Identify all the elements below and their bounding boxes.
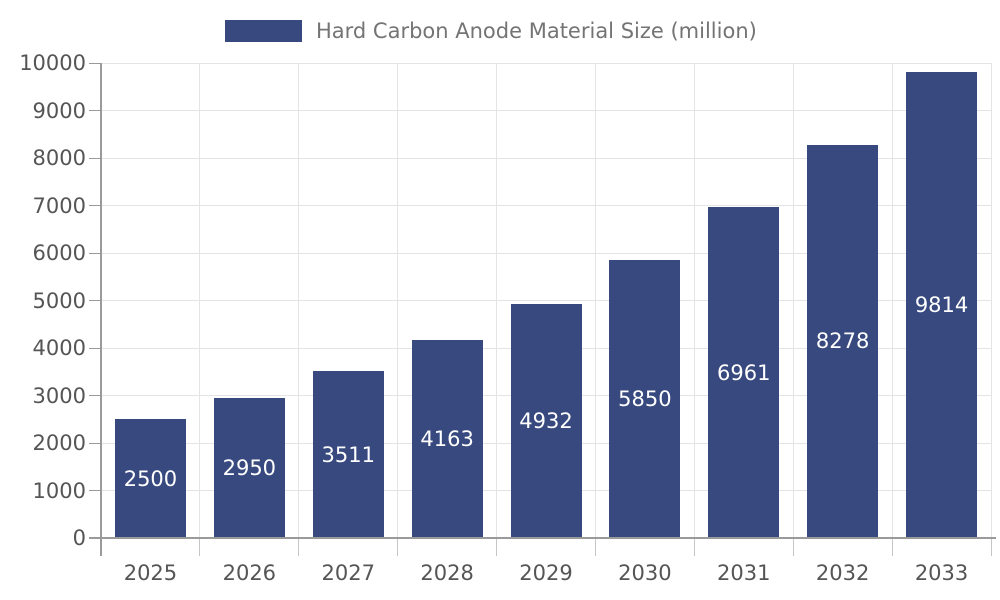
x-axis-label: 2030 — [618, 561, 672, 585]
bar-value-label: 6961 — [717, 360, 771, 385]
y-axis-label: 9000 — [32, 98, 86, 123]
bar-value-label: 4163 — [420, 427, 474, 452]
bar-value-label: 2500 — [123, 466, 178, 491]
x-axis-tick — [397, 538, 399, 556]
vertical-gridline — [891, 63, 893, 538]
horizontal-gridline — [101, 205, 991, 206]
y-axis-tick — [89, 157, 101, 159]
horizontal-gridline — [101, 110, 991, 111]
x-axis-label: 2025 — [123, 561, 178, 585]
y-axis-tick — [89, 490, 101, 491]
horizontal-gridline — [101, 62, 991, 64]
legend-swatch-icon — [225, 20, 302, 42]
y-axis-tick — [89, 442, 101, 444]
vertical-gridline — [496, 63, 498, 538]
x-axis-label: 2027 — [321, 561, 375, 585]
y-axis-label: 10000 — [19, 51, 86, 75]
y-axis-label: 4000 — [32, 336, 86, 360]
horizontal-gridline — [101, 252, 991, 254]
x-axis-tick — [792, 538, 794, 556]
y-axis-label: 3000 — [32, 383, 86, 408]
y-axis-tick — [89, 252, 101, 254]
bar-value-label: 9814 — [914, 292, 969, 317]
vertical-gridline — [298, 63, 300, 538]
x-axis-tick — [990, 538, 992, 556]
y-axis-label: 5000 — [32, 288, 86, 313]
bar-value-label: 5850 — [618, 387, 672, 412]
vertical-gridline — [199, 63, 201, 538]
y-axis-label: 0 — [72, 526, 86, 550]
x-axis-label: 2029 — [519, 561, 573, 585]
bar-2027 — [312, 371, 384, 538]
x-axis-line — [89, 537, 996, 539]
y-axis-label: 1000 — [32, 478, 86, 503]
x-axis-label: 2026 — [222, 561, 277, 585]
bar-2025 — [114, 419, 186, 538]
bar-2031 — [708, 207, 780, 538]
y-axis-tick — [89, 395, 101, 396]
x-axis-tick — [891, 538, 893, 556]
y-axis-tick — [89, 62, 101, 64]
x-axis-tick — [496, 538, 498, 556]
legend[interactable]: Hard Carbon Anode Material Size (million… — [225, 17, 757, 45]
y-axis-label: 7000 — [32, 193, 86, 218]
bar-value-label: 8278 — [815, 329, 870, 354]
vertical-gridline — [990, 63, 992, 538]
bar-2032 — [807, 144, 879, 538]
bar-2029 — [510, 303, 582, 538]
vertical-gridline — [792, 63, 794, 538]
vertical-gridline — [693, 63, 695, 538]
x-axis-label: 2028 — [420, 561, 474, 585]
bar-2026 — [213, 397, 285, 538]
y-axis-tick — [89, 110, 101, 111]
y-axis-label: 6000 — [32, 241, 86, 265]
vertical-gridline — [594, 63, 596, 538]
bar-value-label: 4932 — [519, 408, 573, 433]
x-axis-tick — [199, 538, 201, 556]
bar-value-label: 2950 — [222, 455, 277, 480]
x-axis-tick — [594, 538, 596, 556]
horizontal-gridline — [101, 157, 991, 159]
legend-label: Hard Carbon Anode Material Size (million… — [316, 19, 757, 43]
y-axis-line — [100, 63, 102, 556]
x-axis-label: 2032 — [815, 561, 870, 585]
x-axis-label: 2033 — [914, 561, 969, 585]
vertical-gridline — [397, 63, 399, 538]
bar-2030 — [609, 260, 681, 538]
x-axis-label: 2031 — [717, 561, 771, 585]
y-axis-label: 8000 — [32, 146, 86, 170]
bar-value-label: 3511 — [321, 442, 375, 467]
y-axis-label: 2000 — [32, 431, 86, 455]
horizontal-gridline — [101, 300, 991, 301]
bar-2028 — [411, 340, 483, 538]
y-axis-tick — [89, 300, 101, 301]
x-axis-tick — [693, 538, 695, 556]
bar-2033 — [906, 71, 978, 538]
y-axis-tick — [89, 205, 101, 206]
y-axis-tick — [89, 347, 101, 349]
x-axis-tick — [298, 538, 300, 556]
